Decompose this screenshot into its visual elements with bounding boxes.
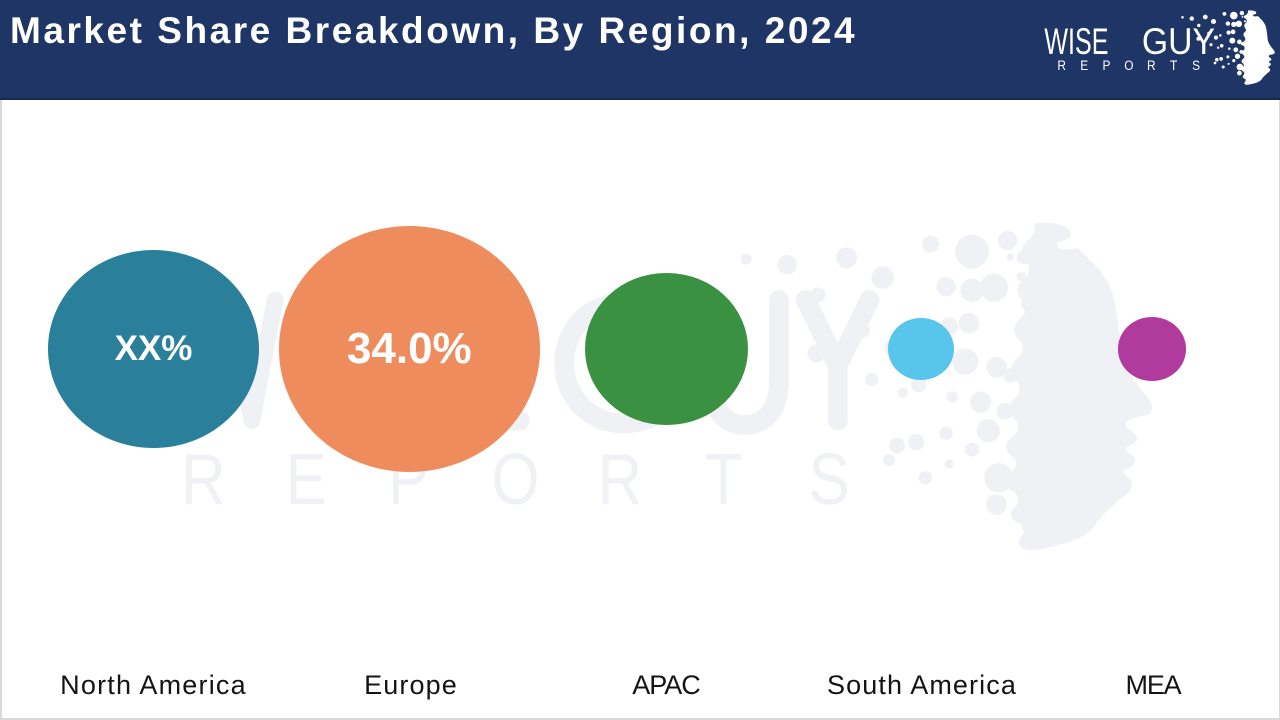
svg-text:WISE: WISE [1044,21,1108,62]
svg-text:REPORTS: REPORTS [181,439,850,520]
svg-text:GUY: GUY [1142,21,1215,62]
